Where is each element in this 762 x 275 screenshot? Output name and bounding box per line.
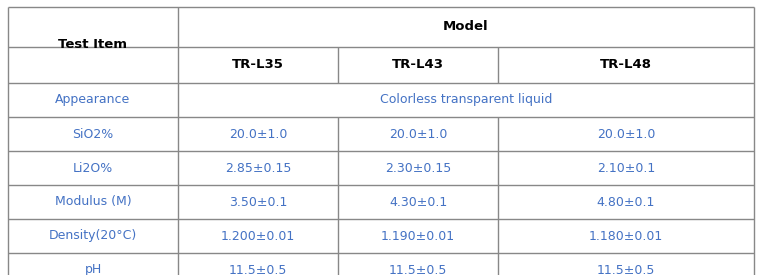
Text: 3.50±0.1: 3.50±0.1 bbox=[229, 196, 287, 208]
Text: 11.5±0.5: 11.5±0.5 bbox=[389, 263, 447, 275]
Text: 1.180±0.01: 1.180±0.01 bbox=[589, 230, 663, 243]
Text: 4.80±0.1: 4.80±0.1 bbox=[597, 196, 655, 208]
Text: 1.190±0.01: 1.190±0.01 bbox=[381, 230, 455, 243]
Text: 2.85±0.15: 2.85±0.15 bbox=[225, 161, 291, 175]
Text: TR-L35: TR-L35 bbox=[232, 59, 284, 72]
Text: Test Item: Test Item bbox=[59, 39, 127, 51]
Text: pH: pH bbox=[85, 263, 101, 275]
Text: TR-L48: TR-L48 bbox=[600, 59, 652, 72]
Text: 11.5±0.5: 11.5±0.5 bbox=[229, 263, 287, 275]
Text: Modulus (M): Modulus (M) bbox=[55, 196, 131, 208]
Text: TR-L43: TR-L43 bbox=[392, 59, 444, 72]
Text: 4.30±0.1: 4.30±0.1 bbox=[389, 196, 447, 208]
Text: 11.5±0.5: 11.5±0.5 bbox=[597, 263, 655, 275]
Text: 2.10±0.1: 2.10±0.1 bbox=[597, 161, 655, 175]
Text: SiO2%: SiO2% bbox=[72, 128, 114, 141]
Text: Density(20°C): Density(20°C) bbox=[49, 230, 137, 243]
Text: Appearance: Appearance bbox=[56, 94, 130, 106]
Text: Model: Model bbox=[443, 21, 488, 34]
Text: Li2O%: Li2O% bbox=[73, 161, 113, 175]
Text: 20.0±1.0: 20.0±1.0 bbox=[389, 128, 447, 141]
Text: 20.0±1.0: 20.0±1.0 bbox=[597, 128, 655, 141]
Text: Colorless transparent liquid: Colorless transparent liquid bbox=[379, 94, 552, 106]
Text: 20.0±1.0: 20.0±1.0 bbox=[229, 128, 287, 141]
Text: 1.200±0.01: 1.200±0.01 bbox=[221, 230, 295, 243]
Text: 2.30±0.15: 2.30±0.15 bbox=[385, 161, 451, 175]
